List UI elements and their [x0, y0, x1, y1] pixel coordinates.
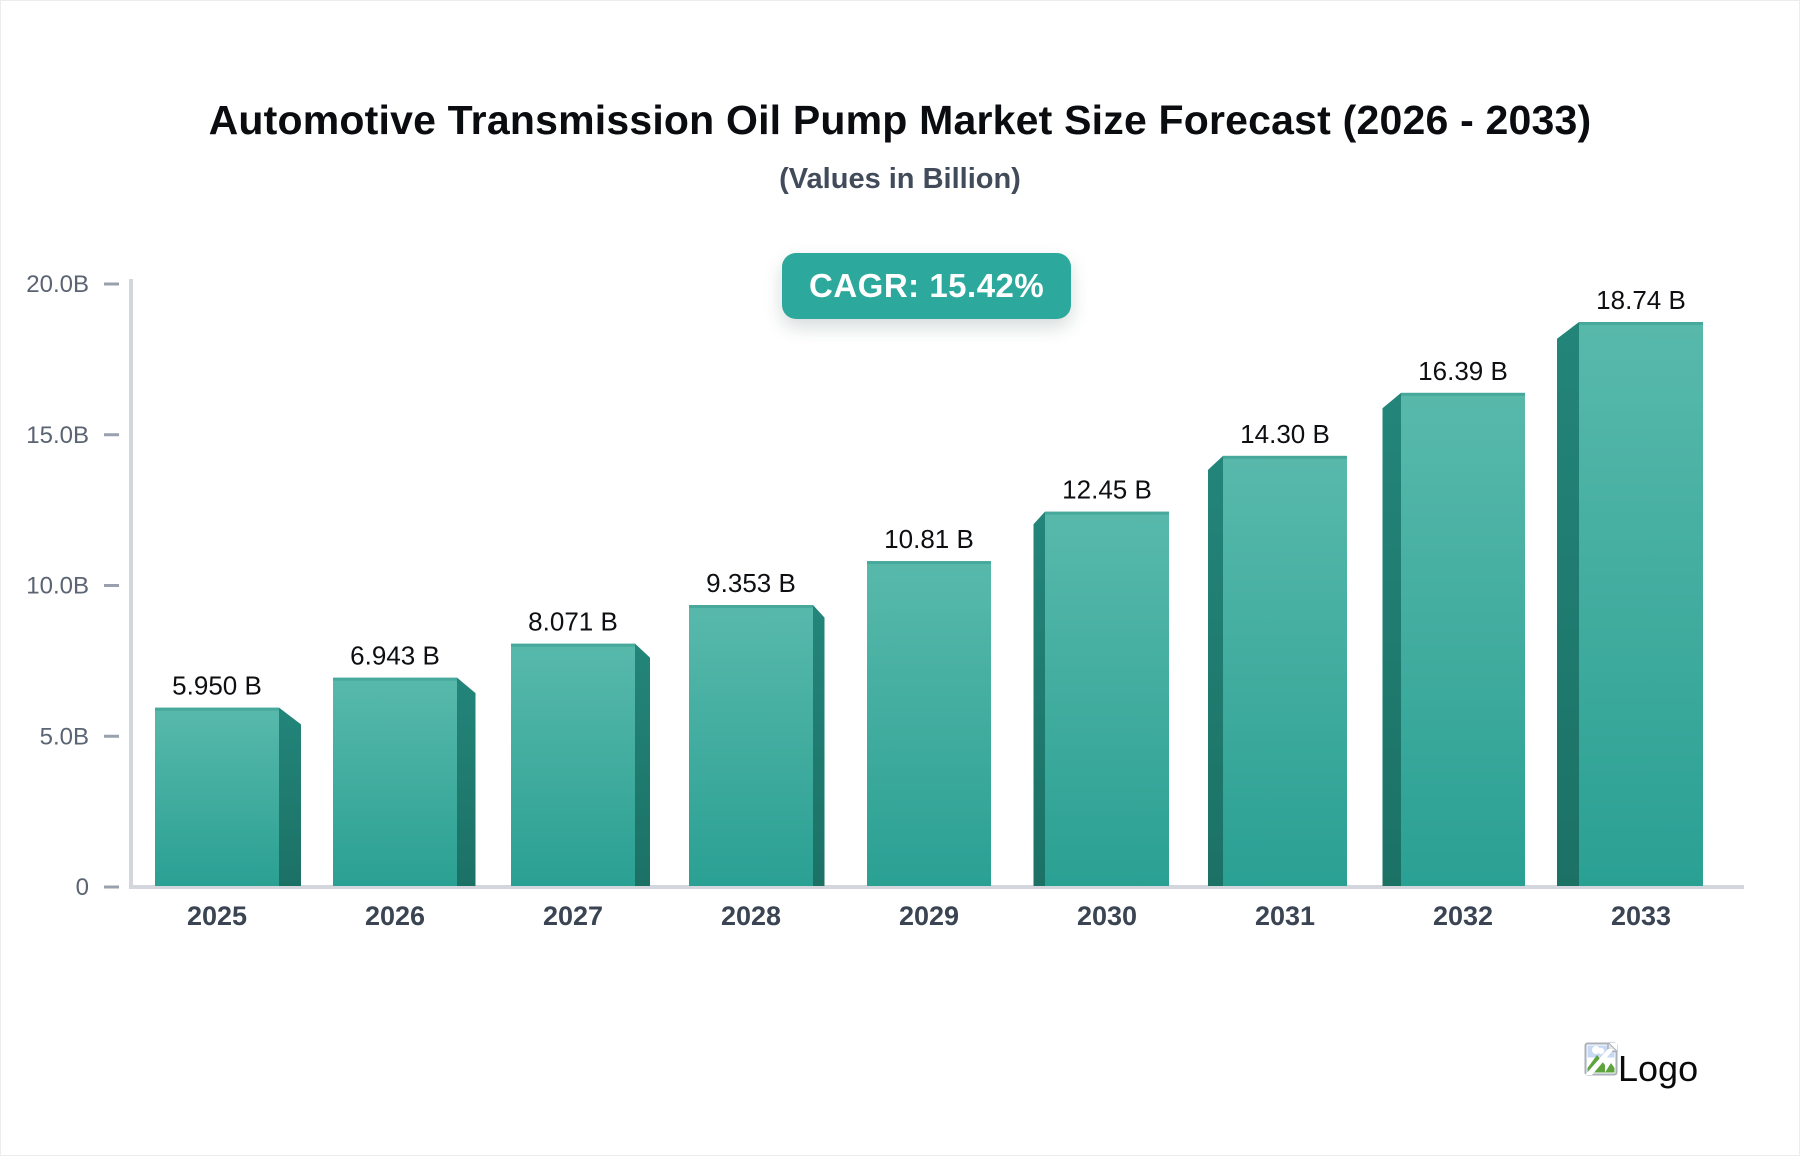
- bar-top-edge-2029: [867, 561, 991, 565]
- bar-value-label-2031: 14.30 B: [1240, 419, 1330, 449]
- bar-side-2032: [1382, 392, 1401, 886]
- bar-group-2029: [867, 561, 991, 886]
- page-subtitle: (Values in Billion): [779, 163, 1021, 195]
- bar-top-edge-2025: [155, 707, 279, 711]
- bar-side-2031: [1208, 455, 1223, 886]
- x-axis-label-2025: 2025: [187, 901, 247, 931]
- y-axis-tick-label: 5.0B: [40, 723, 89, 750]
- bar-side-2026: [457, 677, 476, 886]
- y-axis-tick-label: 15.0B: [26, 422, 89, 449]
- logo-link[interactable]: Logo: [1584, 1041, 1724, 1089]
- bar-value-label-2028: 9.353 B: [706, 568, 796, 598]
- bar-top-edge-2033: [1579, 321, 1703, 325]
- logo-alt-text: Logo: [1618, 1048, 1699, 1089]
- bar-side-2030: [1033, 511, 1045, 886]
- bar-2033[interactable]: [1579, 321, 1703, 886]
- page-title: Automotive Transmission Oil Pump Market …: [208, 97, 1592, 143]
- x-axis-label-2028: 2028: [721, 901, 781, 931]
- y-axis-tick-label: 20.0B: [26, 271, 89, 298]
- bar-top-edge-2028: [689, 605, 813, 609]
- bar-side-2027: [635, 643, 650, 886]
- bar-group-2030: [1033, 511, 1169, 886]
- bar-2025[interactable]: [155, 707, 279, 886]
- bar-value-label-2033: 18.74 B: [1596, 285, 1686, 315]
- bar-group-2033: [1557, 321, 1703, 886]
- bar-group-2028: [689, 605, 825, 886]
- bar-value-label-2026: 6.943 B: [350, 641, 440, 671]
- bar-2026[interactable]: [333, 677, 457, 886]
- bar-side-2033: [1557, 321, 1579, 886]
- y-axis-tick-label: 0: [76, 874, 89, 901]
- bar-value-label-2027: 8.071 B: [528, 607, 618, 637]
- y-axis-tick-label: 10.0B: [26, 573, 89, 600]
- x-axis-label-2031: 2031: [1255, 901, 1315, 931]
- x-axis-label-2029: 2029: [899, 901, 959, 931]
- bar-top-edge-2026: [333, 677, 457, 681]
- bar-2028[interactable]: [689, 605, 813, 886]
- bar-top-edge-2030: [1045, 511, 1169, 515]
- x-axis-label-2027: 2027: [543, 901, 603, 931]
- y-axis-tick-mark: [104, 734, 119, 738]
- bar-top-edge-2032: [1401, 392, 1525, 396]
- bar-2031[interactable]: [1223, 455, 1347, 886]
- bar-value-label-2029: 10.81 B: [884, 524, 974, 554]
- x-axis-label-2030: 2030: [1077, 901, 1137, 931]
- bar-group-2031: [1208, 455, 1347, 886]
- bar-side-2025: [279, 707, 301, 886]
- bar-group-2027: [511, 643, 650, 886]
- cagr-badge: CAGR: 15.42%: [782, 253, 1072, 319]
- bar-2027[interactable]: [511, 643, 635, 886]
- bar-2032[interactable]: [1401, 392, 1525, 886]
- y-axis-tick-mark: [104, 584, 119, 587]
- bar-value-label-2030: 12.45 B: [1062, 475, 1152, 505]
- y-axis-tick-mark: [104, 885, 119, 889]
- y-axis-tick-mark: [104, 282, 119, 286]
- broken-image-icon: [1584, 1042, 1618, 1076]
- x-axis-label-2032: 2032: [1433, 901, 1493, 931]
- bar-top-edge-2027: [511, 643, 635, 647]
- bar-value-label-2032: 16.39 B: [1418, 356, 1508, 386]
- bar-group-2032: [1382, 392, 1525, 886]
- x-axis-label-2033: 2033: [1611, 901, 1671, 931]
- bar-side-2028: [813, 605, 825, 886]
- bar-group-2025: [155, 707, 301, 886]
- bar-group-2026: [333, 677, 476, 886]
- bar-top-edge-2031: [1223, 455, 1347, 459]
- x-axis-baseline: [129, 885, 1744, 889]
- bar-value-label-2025: 5.950 B: [172, 671, 262, 701]
- bar-2030[interactable]: [1045, 511, 1169, 886]
- x-axis-label-2026: 2026: [365, 901, 425, 931]
- bar-2029[interactable]: [867, 561, 991, 886]
- y-axis-line: [129, 279, 133, 889]
- y-axis-tick-mark: [104, 433, 119, 437]
